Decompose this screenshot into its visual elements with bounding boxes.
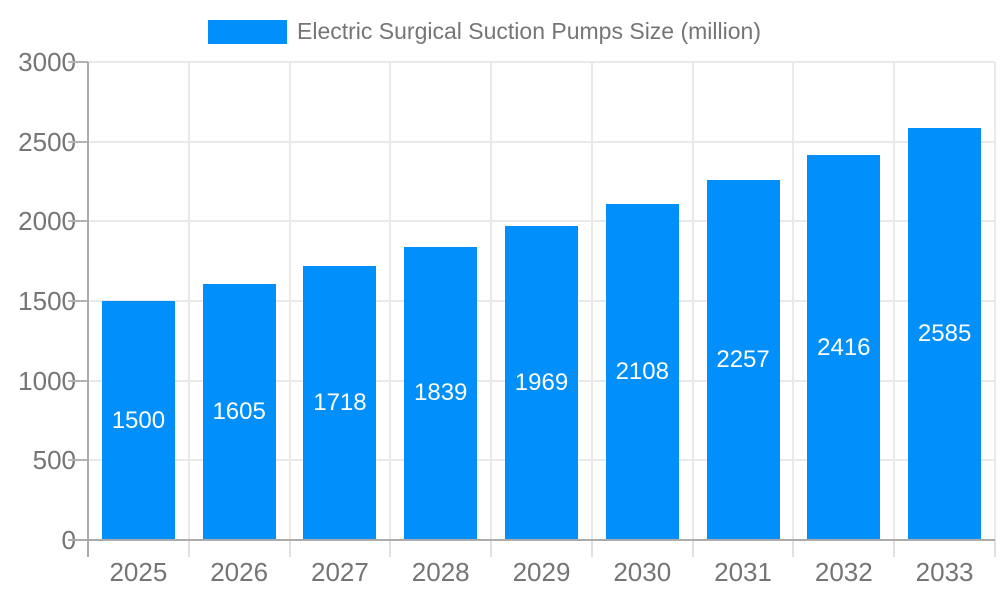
x-axis-label: 2033 — [915, 557, 974, 587]
bar-value-label: 1605 — [212, 398, 266, 426]
x-axis-label: 2031 — [714, 557, 772, 587]
y-gridline — [88, 61, 995, 63]
x-axis-line — [68, 539, 995, 541]
y-axis-label: 2500 — [18, 126, 76, 157]
x-gridline — [893, 62, 896, 540]
bar-2026 — [202, 284, 276, 540]
y-gridline — [88, 220, 995, 223]
y-axis-label: 3000 — [18, 47, 76, 77]
x-gridline — [691, 62, 694, 540]
bar-value-label: 1718 — [313, 389, 367, 417]
x-gridline — [792, 62, 795, 540]
y-axis-label: 2000 — [18, 206, 76, 237]
x-boundary-tick — [691, 540, 694, 557]
x-boundary-tick — [187, 540, 190, 557]
bar-value-label: 2416 — [817, 333, 871, 361]
x-boundary-tick — [792, 540, 795, 557]
x-axis-label: 2025 — [109, 557, 168, 587]
x-axis-label: 2028 — [411, 557, 470, 587]
y-gridline — [88, 140, 995, 143]
bar-value-label: 1969 — [514, 369, 569, 397]
y-axis-label: 0 — [0, 527, 76, 553]
bar-value-label: 2108 — [615, 358, 669, 386]
x-gridline — [389, 62, 392, 540]
legend-swatch — [208, 19, 287, 44]
y-axis-line — [87, 62, 89, 557]
x-axis-label: 2029 — [512, 557, 571, 587]
x-gridline — [187, 62, 190, 540]
x-axis-label: 2027 — [311, 557, 369, 587]
bar-2033 — [908, 128, 982, 540]
x-gridline — [994, 62, 996, 540]
y-tick — [68, 140, 88, 143]
x-gridline — [590, 62, 593, 540]
x-boundary-tick — [590, 540, 593, 557]
x-boundary-tick — [288, 540, 291, 557]
y-tick — [68, 379, 88, 382]
bar-2030 — [605, 204, 679, 540]
y-axis-label: 500 — [32, 445, 76, 476]
bar-2029 — [505, 226, 578, 540]
bar-value-label: 2585 — [917, 320, 972, 348]
y-tick — [68, 459, 88, 462]
y-tick — [68, 61, 88, 63]
bar-value-label: 1500 — [111, 406, 166, 434]
x-gridline — [490, 62, 493, 540]
bar-value-label: 1839 — [414, 379, 468, 407]
y-axis-label: 1000 — [18, 365, 76, 396]
bar-2031 — [706, 180, 780, 540]
x-boundary-tick — [994, 540, 996, 557]
bar-2032 — [807, 155, 881, 540]
y-tick — [68, 220, 88, 223]
bar-value-label: 2257 — [716, 346, 770, 374]
x-axis-label: 2032 — [814, 557, 873, 587]
x-boundary-tick — [389, 540, 392, 557]
x-boundary-tick — [490, 540, 493, 557]
bar-2028 — [404, 246, 478, 540]
x-boundary-tick — [893, 540, 896, 557]
y-tick — [68, 300, 88, 302]
x-axis-label: 2030 — [613, 557, 672, 587]
bar-2027 — [303, 266, 377, 540]
bar-2025 — [101, 301, 175, 540]
y-axis-label: 1500 — [18, 286, 76, 316]
x-gridline — [288, 62, 291, 540]
x-axis-label: 2026 — [210, 557, 269, 587]
legend-label: Electric Surgical Suction Pumps Size (mi… — [297, 18, 761, 44]
chart-legend-item[interactable]: Electric Surgical Suction Pumps Size (mi… — [208, 18, 761, 44]
